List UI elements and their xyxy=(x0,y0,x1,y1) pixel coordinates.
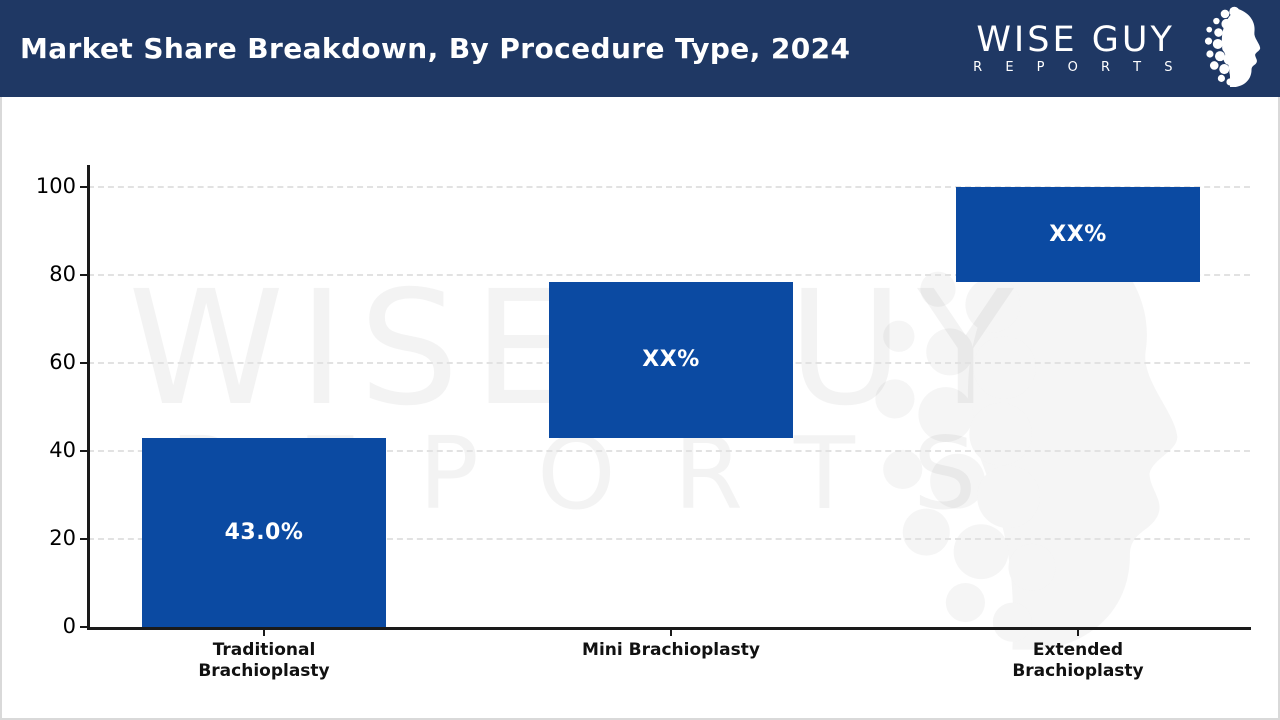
bar-value-label: XX% xyxy=(1049,221,1107,247)
x-axis-label: Traditional Brachioplasty xyxy=(198,640,330,682)
y-tick-label: 40 xyxy=(49,438,76,462)
bar: XX% xyxy=(549,281,793,438)
bar-value-label: 43.0% xyxy=(224,519,304,545)
x-axis-line xyxy=(87,627,1251,630)
y-tick-label: 80 xyxy=(49,262,76,286)
gridline xyxy=(88,186,1250,188)
x-tick-mark xyxy=(670,629,672,636)
y-tick-label: 100 xyxy=(35,174,76,198)
bar: 43.0% xyxy=(142,437,386,627)
bar: XX% xyxy=(956,187,1200,282)
wiseguy-logo: WISE GUY R E P O R T S xyxy=(969,4,1266,94)
y-tick-mark xyxy=(80,362,88,364)
gridline xyxy=(88,274,1250,276)
y-tick-label: 20 xyxy=(49,526,76,550)
header-bar: Market Share Breakdown, By Procedure Typ… xyxy=(0,0,1280,97)
gridline xyxy=(88,538,1250,540)
y-axis-line xyxy=(87,165,90,629)
y-tick-mark xyxy=(80,274,88,276)
x-axis-label: Mini Brachioplasty xyxy=(582,640,760,660)
x-axis-label: Extended Brachioplasty xyxy=(1012,640,1144,682)
y-tick-mark xyxy=(80,450,88,452)
x-tick-mark xyxy=(1077,629,1079,636)
logo-wiseguy-label: WISE GUY xyxy=(976,19,1175,60)
y-tick-label: 60 xyxy=(49,350,76,374)
logo-text: WISE GUY R E P O R T S xyxy=(969,19,1182,76)
page-title: Market Share Breakdown, By Procedure Typ… xyxy=(20,32,851,65)
bar-value-label: XX% xyxy=(642,347,700,373)
gridline xyxy=(88,450,1250,452)
logo-reports-label: R E P O R T S xyxy=(973,60,1182,76)
y-tick-mark xyxy=(80,186,88,188)
logo-face-icon xyxy=(1204,6,1261,87)
y-tick-mark xyxy=(80,538,88,540)
y-tick-label: 0 xyxy=(62,614,76,638)
y-tick-mark xyxy=(80,626,88,628)
x-tick-mark xyxy=(263,629,265,636)
